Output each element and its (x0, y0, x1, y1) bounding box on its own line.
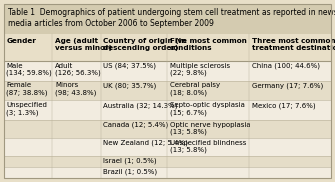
Text: Brazil (1; 0.5%): Brazil (1; 0.5%) (103, 169, 157, 175)
Text: Multiple sclerosis
(22; 9.8%): Multiple sclerosis (22; 9.8%) (170, 63, 230, 76)
Bar (4, 120, 331, 138)
Bar (4, 34, 331, 61)
Text: Mexico (17; 7.6%): Mexico (17; 7.6%) (252, 102, 315, 109)
Text: New Zealand (12; 5.4%): New Zealand (12; 5.4%) (103, 140, 188, 146)
Text: Three most common
treatment destinations: Three most common treatment destinations (252, 38, 335, 51)
Text: UK (80; 35.7%): UK (80; 35.7%) (103, 82, 156, 89)
Text: Country of origin (in
descending order): Country of origin (in descending order) (103, 38, 187, 51)
Text: Female
(87; 38.8%): Female (87; 38.8%) (6, 82, 48, 96)
Text: Minors
(98; 43.8%): Minors (98; 43.8%) (55, 82, 96, 96)
Text: Adult
(126; 56.3%): Adult (126; 56.3%) (55, 63, 100, 76)
Bar (4, 100, 331, 120)
Text: US (84; 37.5%): US (84; 37.5%) (103, 63, 156, 69)
Bar (4, 167, 331, 178)
Bar (4, 4, 331, 34)
Text: Israel (1; 0.5%): Israel (1; 0.5%) (103, 158, 157, 164)
Text: Five most common
conditions: Five most common conditions (170, 38, 247, 51)
Bar (4, 61, 331, 81)
Text: Gender: Gender (6, 38, 37, 44)
Text: Unspecified
(3; 1.3%): Unspecified (3; 1.3%) (6, 102, 47, 116)
Bar (4, 156, 331, 167)
Bar (4, 138, 331, 156)
Text: Cerebral palsy
(18; 8.0%): Cerebral palsy (18; 8.0%) (170, 82, 220, 96)
Text: Canada (12; 5.4%): Canada (12; 5.4%) (103, 122, 169, 128)
Text: Male
(134; 59.8%): Male (134; 59.8%) (6, 63, 52, 76)
Text: Table 1  Demographics of patient undergoing stem cell treatment as reported in n: Table 1 Demographics of patient undergoi… (8, 8, 335, 28)
Text: China (100; 44.6%): China (100; 44.6%) (252, 63, 320, 69)
Text: Unspecified blindness
(13; 5.8%): Unspecified blindness (13; 5.8%) (170, 140, 246, 153)
Text: Septo-optic dysplasia
(15; 6.7%): Septo-optic dysplasia (15; 6.7%) (170, 102, 245, 116)
Text: Age (adult
versus minor): Age (adult versus minor) (55, 38, 112, 51)
Text: Optic nerve hypoplasia
(13; 5.8%): Optic nerve hypoplasia (13; 5.8%) (170, 122, 251, 135)
Text: Australia (32; 14.3%): Australia (32; 14.3%) (103, 102, 178, 109)
Bar (4, 81, 331, 100)
Text: Germany (17; 7.6%): Germany (17; 7.6%) (252, 82, 323, 89)
